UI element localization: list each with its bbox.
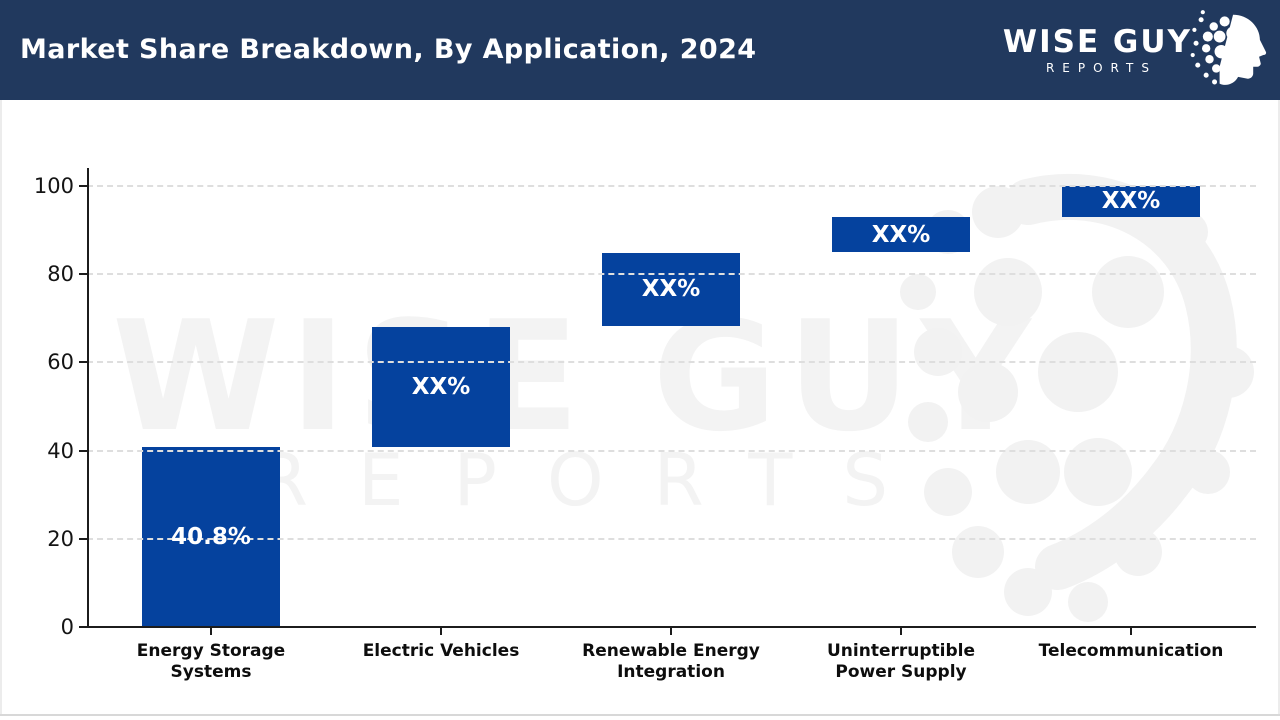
bar-uninterruptible-power-supply xyxy=(832,216,970,253)
bar-value-label-energy-storage-systems: 40.8% xyxy=(171,524,251,551)
x-category-label-uninterruptible-power-supply: Uninterruptible Power Supply xyxy=(826,641,975,683)
y-tick-label-40: 40 xyxy=(47,438,74,463)
bar-telecommunication xyxy=(1062,186,1200,217)
x-tick-mark-energy-storage-systems xyxy=(210,628,212,635)
x-category-label-electric-vehicles: Electric Vehicles xyxy=(362,641,520,661)
y-axis-line xyxy=(87,168,89,628)
watermark-text-line1: WISE GUY xyxy=(112,288,1041,465)
bar-renewable-energy-integration xyxy=(602,252,740,326)
x-tick-mark-telecommunication xyxy=(1130,628,1132,635)
gridline-60 xyxy=(87,361,1256,364)
gridline-20 xyxy=(87,537,1256,540)
bar-value-label-uninterruptible-power-supply: XX% xyxy=(871,221,931,248)
logo-wordmark: WISE GUY REPORTS xyxy=(1003,25,1192,74)
header-banner: Market Share Breakdown, By Application, … xyxy=(0,0,1280,100)
bar-value-label-telecommunication: XX% xyxy=(1101,188,1161,215)
x-category-label-energy-storage-systems: Energy Storage Systems xyxy=(136,641,286,683)
gridline-40 xyxy=(87,449,1256,452)
logo-brand-name: WISE GUY xyxy=(1002,24,1192,61)
y-tick-mark-20 xyxy=(79,537,87,540)
y-tick-mark-100 xyxy=(79,185,87,187)
y-tick-mark-40 xyxy=(79,449,87,452)
logo-brand-sub: REPORTS xyxy=(1045,60,1157,75)
page-left-edge xyxy=(0,100,2,716)
y-tick-mark-80 xyxy=(79,273,87,276)
y-tick-mark-60 xyxy=(79,361,87,364)
y-tick-label-100: 100 xyxy=(33,174,74,198)
x-tick-mark-uninterruptible-power-supply xyxy=(900,628,902,635)
bar-electric-vehicles xyxy=(372,327,510,448)
wise-guy-logo: WISE GUY REPORTS xyxy=(1003,7,1270,93)
logo-head-icon xyxy=(1190,10,1267,85)
page-title: Market Share Breakdown, By Application, … xyxy=(20,34,757,65)
page-bottom-rule xyxy=(0,714,1280,716)
watermark-text-line2: REPORTS xyxy=(258,438,939,522)
x-tick-mark-electric-vehicles xyxy=(440,628,442,635)
gridline-80 xyxy=(87,273,1256,276)
gridline-100 xyxy=(87,185,1256,187)
bar-value-label-renewable-energy-integration: XX% xyxy=(641,276,701,303)
x-category-label-telecommunication: Telecommunication xyxy=(1038,641,1224,661)
y-tick-label-60: 60 xyxy=(47,350,74,375)
x-tick-mark-renewable-energy-integration xyxy=(670,628,672,635)
page-right-edge xyxy=(1278,100,1280,716)
y-tick-label-20: 20 xyxy=(47,526,74,551)
x-axis-line xyxy=(87,626,1256,628)
y-tick-mark-0 xyxy=(79,626,87,628)
bar-value-label-electric-vehicles: XX% xyxy=(411,374,471,401)
x-category-label-renewable-energy-integration: Renewable Energy Integration xyxy=(582,641,760,683)
y-tick-label-0: 0 xyxy=(60,615,74,639)
bar-energy-storage-systems xyxy=(142,447,280,627)
y-tick-label-80: 80 xyxy=(47,262,74,287)
